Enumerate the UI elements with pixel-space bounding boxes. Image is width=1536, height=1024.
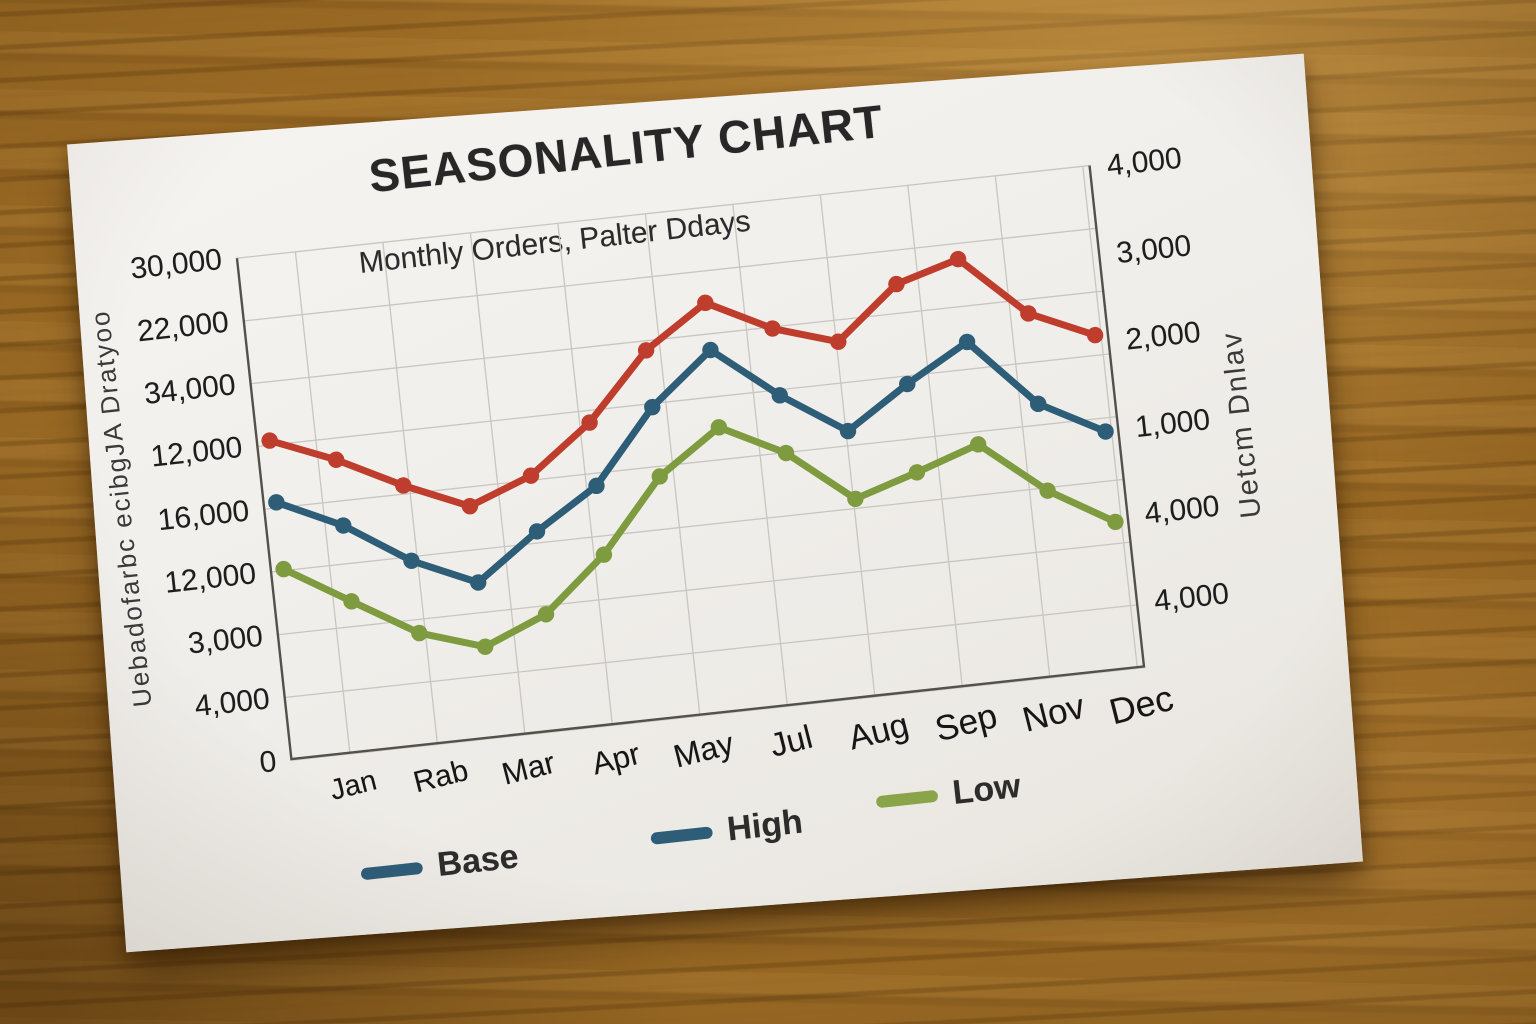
plot-area: [235, 164, 1146, 762]
y-axis-tick-right: 4,000: [1105, 141, 1184, 183]
data-point-marker: [949, 250, 967, 268]
gridline-vertical: [382, 242, 439, 745]
data-point-marker: [1107, 513, 1124, 531]
gridline-horizontal: [269, 478, 1125, 573]
y-axis-tick-right: 4,000: [1142, 490, 1222, 531]
x-axis-tick: Rab: [410, 753, 472, 800]
chart-scene: SEASONALITY CHART Monthly Orders, Palter…: [55, 33, 1375, 972]
legend-item: High: [649, 803, 805, 858]
axis-border: [235, 165, 1146, 761]
right-axis-title: Uetcm Dnlav: [1215, 329, 1268, 520]
data-point-marker: [771, 387, 788, 404]
x-axis-tick: May: [669, 724, 738, 775]
gridline-horizontal: [242, 227, 1098, 322]
gridline-horizontal: [283, 604, 1139, 699]
legend-swatch-low: [875, 789, 939, 808]
y-axis-tick-left: 30,000: [128, 242, 224, 286]
x-axis-tick: Jan: [326, 764, 380, 807]
paper-sheet: SEASONALITY CHART Monthly Orders, Palter…: [67, 53, 1363, 953]
data-point-marker: [327, 451, 345, 468]
data-point-marker: [335, 517, 352, 534]
gridline-horizontal: [249, 290, 1105, 385]
gridline-horizontal: [276, 541, 1132, 636]
gridline-horizontal: [256, 353, 1112, 448]
data-point-marker: [899, 375, 916, 393]
data-point-marker: [830, 333, 847, 350]
legend-label: Low: [950, 766, 1023, 812]
data-point-marker: [411, 624, 428, 642]
data-point-marker: [469, 574, 487, 591]
x-axis-tick: Dec: [1105, 676, 1178, 733]
x-axis-tick: Jul: [766, 717, 817, 764]
data-point-marker: [395, 477, 412, 494]
data-point-marker: [847, 490, 864, 508]
gridline-vertical: [994, 175, 1051, 678]
data-point-marker: [908, 464, 926, 481]
data-point-marker: [970, 436, 987, 453]
data-point-marker: [764, 320, 781, 337]
data-point-marker: [275, 560, 292, 578]
data-point-marker: [595, 546, 613, 563]
legend-label: Base: [435, 837, 521, 884]
gridline-vertical: [819, 194, 876, 697]
legend-label: High: [725, 802, 805, 849]
x-axis-tick: Apr: [588, 735, 644, 782]
data-point-marker: [261, 432, 278, 449]
data-point-marker: [268, 494, 285, 511]
series-line-high: [266, 255, 1099, 510]
data-point-marker: [1029, 395, 1047, 413]
data-point-marker: [476, 638, 494, 655]
gridline-vertical: [294, 251, 351, 754]
data-point-marker: [581, 414, 598, 431]
data-point-marker: [777, 444, 795, 462]
data-point-marker: [343, 593, 360, 610]
data-point-marker: [839, 422, 857, 440]
data-point-marker: [461, 497, 479, 515]
y-axis-tick-right: 4,000: [1152, 577, 1231, 619]
y-axis-tick-right: 3,000: [1114, 228, 1193, 270]
data-point-marker: [888, 275, 905, 293]
data-point-marker: [1020, 305, 1037, 322]
data-point-marker: [710, 419, 728, 436]
series-line-low: [280, 423, 1119, 651]
gridline-vertical: [557, 223, 614, 726]
x-axis-tick: Sep: [931, 696, 1002, 750]
gridline-horizontal: [262, 415, 1119, 510]
data-point-marker: [528, 523, 546, 540]
data-point-marker: [1097, 423, 1114, 440]
data-point-marker: [522, 467, 540, 484]
data-point-marker: [537, 606, 555, 623]
legend-swatch-base: [360, 861, 424, 880]
gridline-vertical: [732, 204, 789, 707]
y-axis-tick-left: 0: [257, 744, 279, 780]
data-point-marker: [958, 333, 976, 351]
data-point-marker: [637, 342, 655, 359]
x-axis-tick: Nov: [1018, 686, 1089, 740]
data-point-marker: [644, 398, 661, 416]
gridline-horizontal: [235, 164, 1091, 259]
data-point-marker: [697, 294, 714, 312]
x-axis-tick: Aug: [844, 705, 913, 758]
gridline-vertical: [1082, 166, 1138, 669]
legend-item: Base: [359, 837, 521, 893]
legend-swatch-high: [650, 825, 714, 845]
x-axis-tick: Mar: [498, 744, 559, 792]
data-point-marker: [588, 477, 605, 495]
data-point-marker: [1086, 326, 1104, 344]
gridline-vertical: [469, 232, 526, 735]
gridline-vertical: [907, 185, 964, 688]
series-line-base: [272, 338, 1110, 586]
data-point-marker: [702, 341, 719, 359]
data-point-marker: [403, 552, 420, 569]
data-point-marker: [651, 468, 669, 485]
data-point-marker: [1039, 482, 1056, 499]
legend-item: Low: [874, 767, 1022, 821]
